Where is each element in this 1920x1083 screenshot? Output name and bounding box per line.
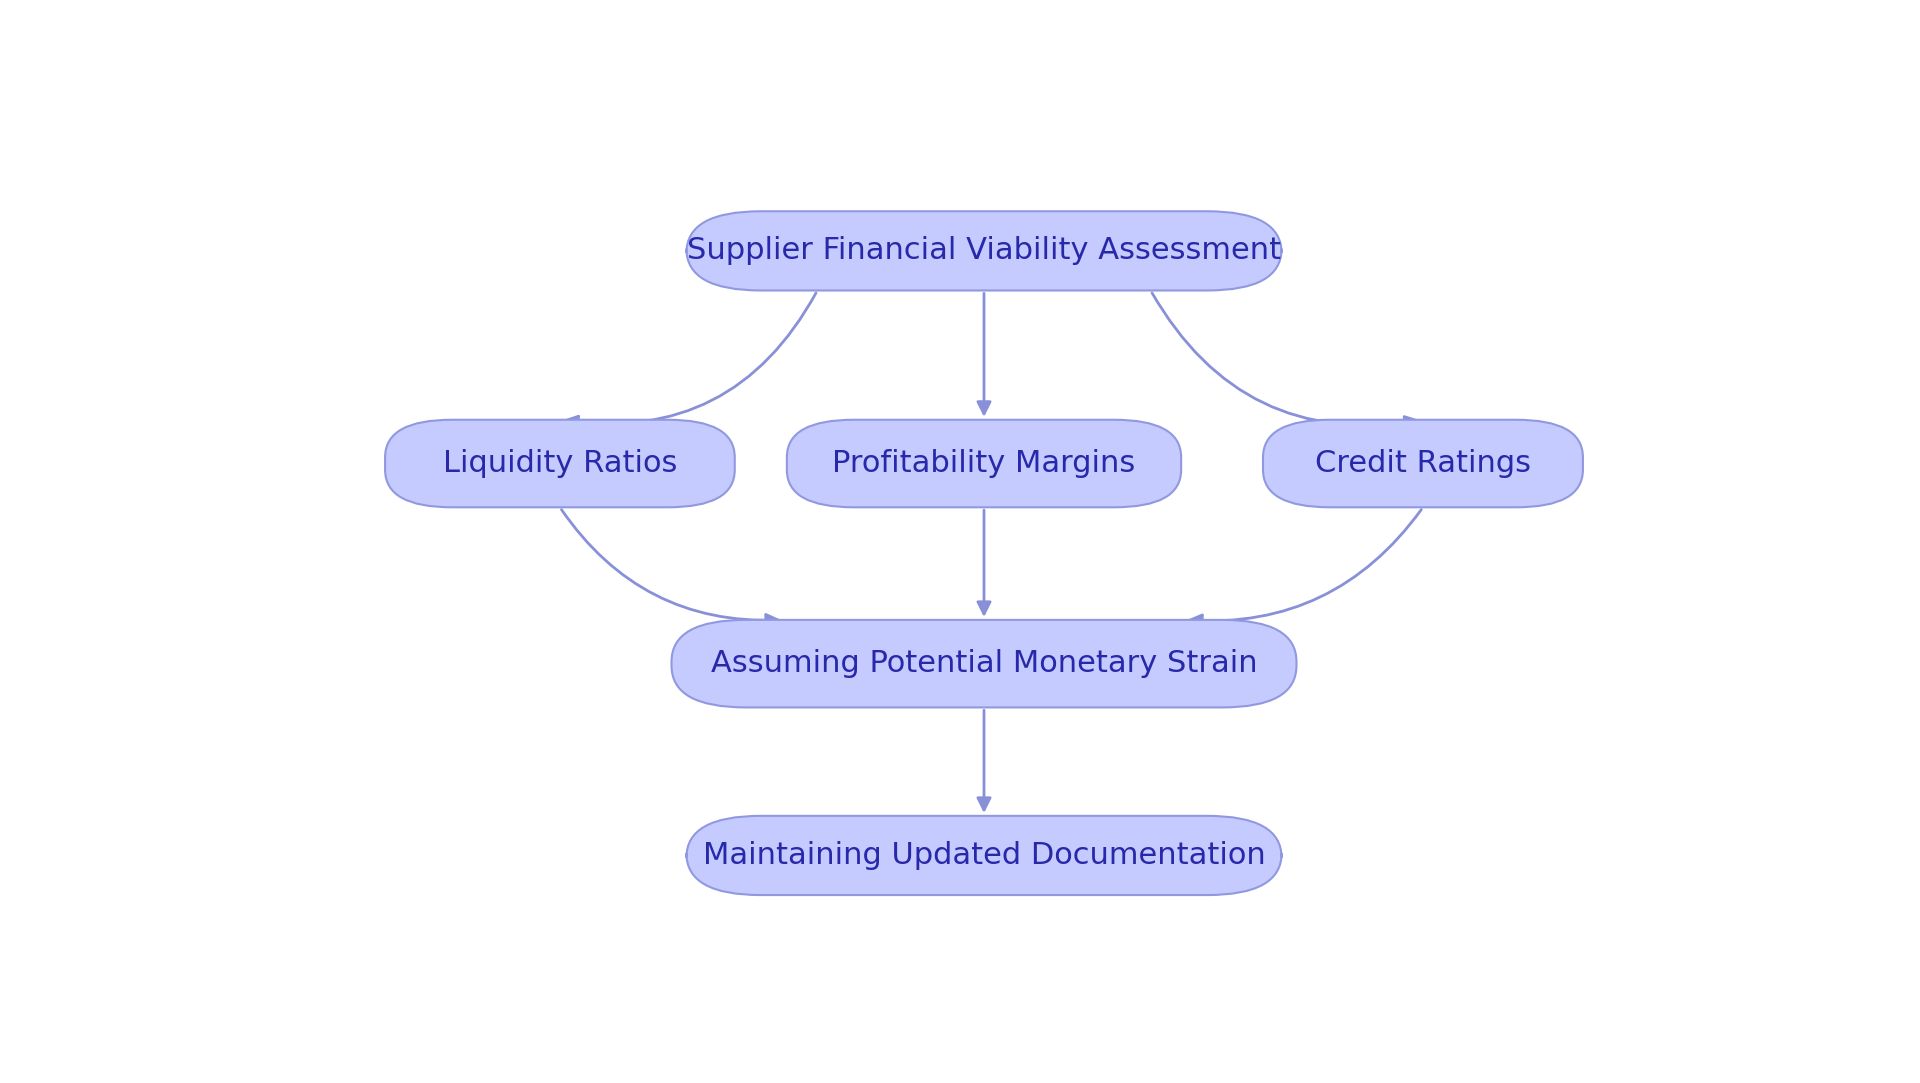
FancyBboxPatch shape [672, 619, 1296, 707]
Text: Maintaining Updated Documentation: Maintaining Updated Documentation [703, 841, 1265, 870]
FancyBboxPatch shape [687, 815, 1283, 895]
Text: Profitability Margins: Profitability Margins [833, 449, 1135, 478]
Text: Supplier Financial Viability Assessment: Supplier Financial Viability Assessment [687, 236, 1281, 265]
FancyBboxPatch shape [386, 420, 735, 507]
FancyBboxPatch shape [1263, 420, 1582, 507]
Text: Liquidity Ratios: Liquidity Ratios [444, 449, 678, 478]
Text: Assuming Potential Monetary Strain: Assuming Potential Monetary Strain [710, 649, 1258, 678]
FancyBboxPatch shape [787, 420, 1181, 507]
Text: Credit Ratings: Credit Ratings [1315, 449, 1530, 478]
FancyBboxPatch shape [687, 211, 1283, 290]
